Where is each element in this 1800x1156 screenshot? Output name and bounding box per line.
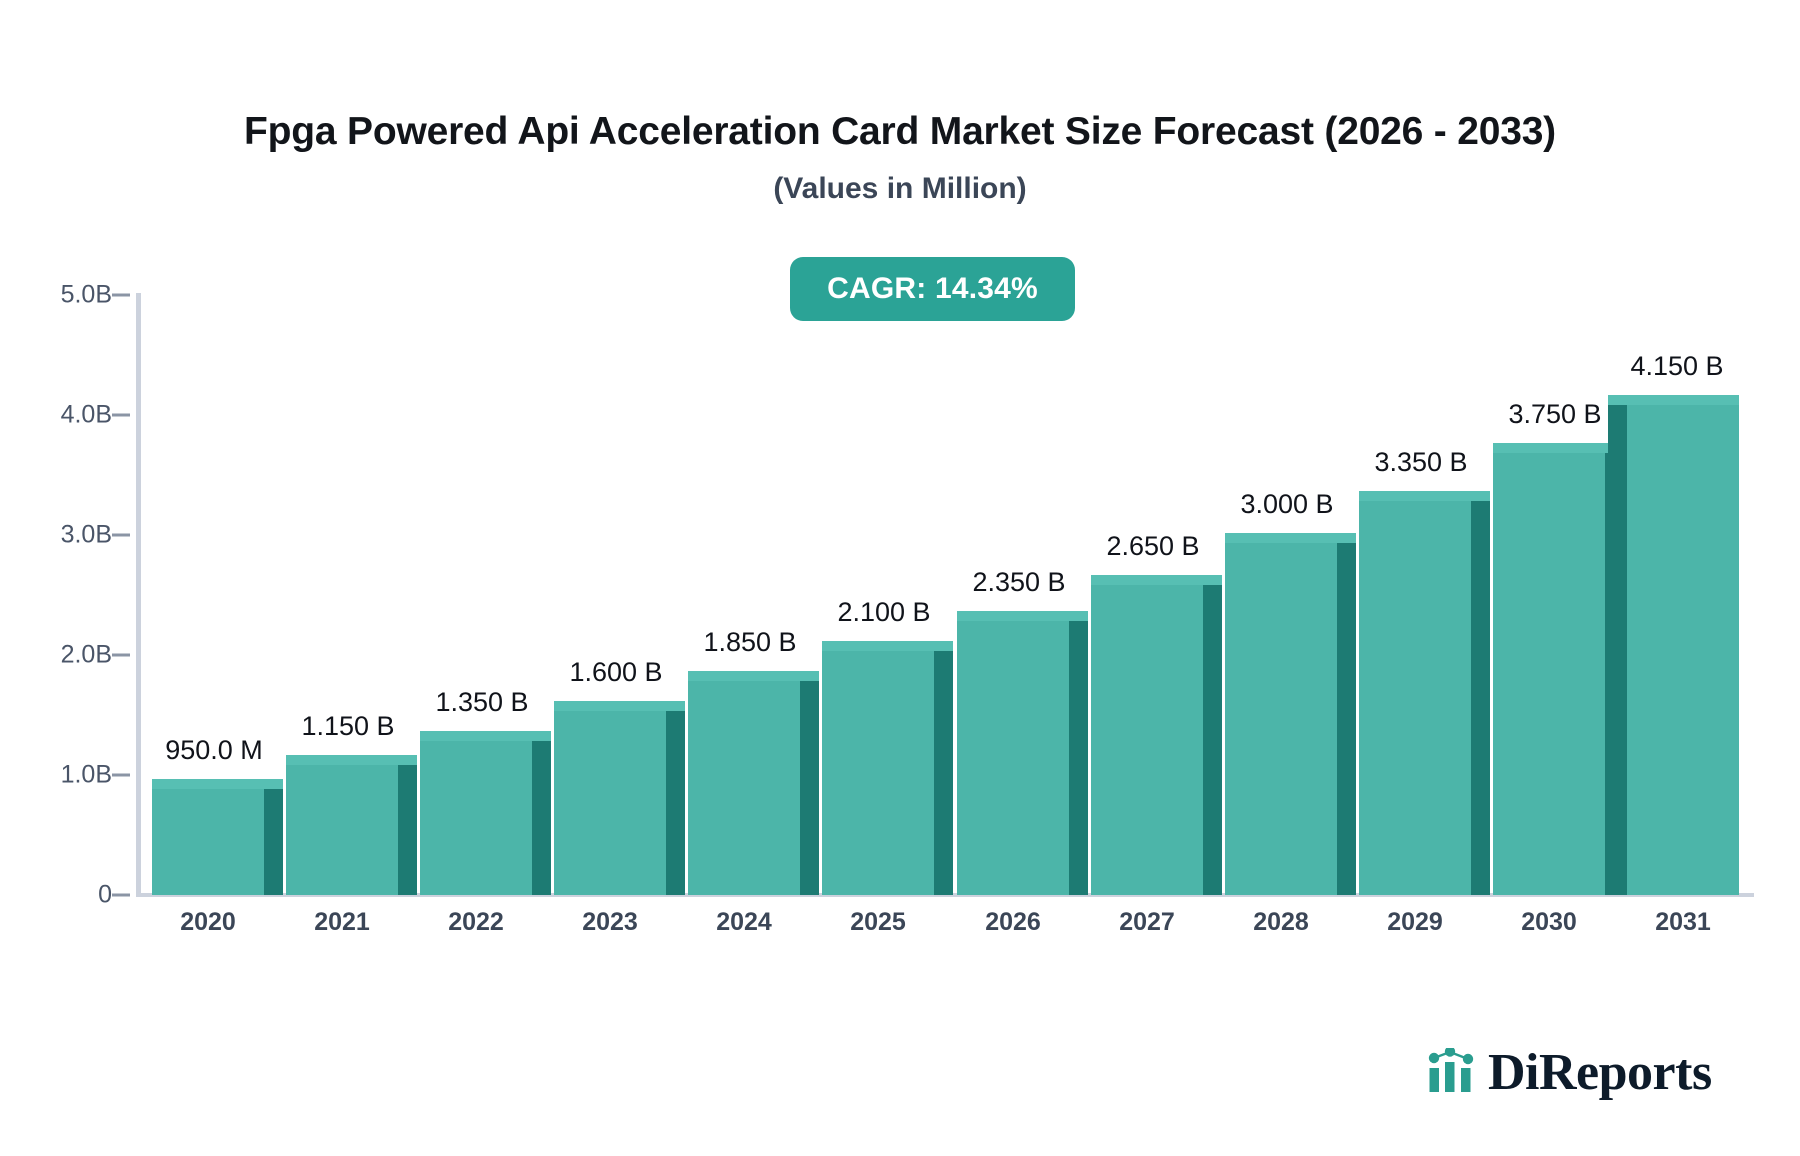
bar-chart-icon [1428,1045,1478,1099]
bar[interactable] [1608,395,1739,895]
x-axis-tick-label: 2022 [448,908,504,936]
x-axis-tick-label: 2029 [1387,908,1443,936]
bar-top-face [1493,443,1624,453]
x-axis-tick-label: 2020 [180,908,236,936]
x-axis-tick-label: 2030 [1521,908,1577,936]
bar[interactable] [420,731,551,895]
direports-logo: DiReports [1428,1042,1712,1104]
bar-value-label: 1.350 B [435,687,529,717]
bar-face [957,613,1069,895]
bar-face [554,703,666,895]
bar-value-label: 3.350 B [1374,447,1468,477]
y-axis-tick-mark [112,773,130,777]
bar-face [286,757,398,895]
page-subtitle: (Values in Million) [773,172,1027,205]
bar-side [532,733,551,895]
bar-value-label: 1.600 B [569,657,663,687]
bar-top-face [688,671,819,681]
bar-side [1608,397,1627,895]
x-axis-tick-label: 2031 [1655,908,1711,936]
bar-top-face [554,701,685,711]
x-axis-tick-label: 2024 [716,908,772,936]
logo-wordmark: DiReports [1488,1044,1712,1101]
bar-value-label: 2.350 B [972,567,1066,597]
bar[interactable] [1493,443,1624,895]
y-axis-tick-mark [112,293,130,297]
x-axis-tick-label: 2021 [314,908,370,936]
bar-face [420,733,532,895]
y-axis-tick-mark [112,413,130,417]
bar[interactable] [957,611,1088,895]
bar-top-face [420,731,551,741]
bar-value-label: 4.150 B [1630,351,1724,381]
bar-top-face [957,611,1088,621]
y-axis-tick-label: 5.0B [60,280,112,309]
bar-face [1493,445,1605,895]
bar-top-face [1608,395,1739,405]
y-axis-tick-mark [112,893,130,897]
bar-top-face [1091,575,1222,585]
bar[interactable] [152,779,283,895]
cagr-badge-label: CAGR: 14.34% [827,272,1038,305]
bar[interactable] [688,671,819,895]
bar-face [1359,493,1471,895]
bar-face [1225,535,1337,895]
x-axis-tick-label: 2026 [985,908,1041,936]
page-title: Fpga Powered Api Acceleration Card Marke… [244,110,1556,153]
bar-top-face [822,641,953,651]
bar-side [1069,613,1088,895]
bar-face [822,643,934,895]
bar-side [1471,493,1490,895]
bar-value-label: 1.850 B [703,627,797,657]
bar-side [666,703,685,895]
bar-value-label: 950.0 M [165,735,263,765]
bar[interactable] [1359,491,1490,895]
bar-value-label: 2.650 B [1106,531,1200,561]
bar[interactable] [286,755,417,895]
bar-top-face [1225,533,1356,543]
bar-side [264,781,283,895]
y-axis-tick-label: 3.0B [60,520,112,549]
bar-value-label: 3.750 B [1508,399,1602,429]
bar-face [688,673,800,895]
bar-side [1337,535,1356,895]
y-axis-tick-label: 0 [98,880,112,909]
y-axis-tick-mark [112,653,130,657]
x-axis-line [136,893,1754,897]
bar-face [1627,397,1739,895]
bar-side [1203,577,1222,895]
bar-value-label: 2.100 B [837,597,931,627]
x-axis-tick-label: 2025 [850,908,906,936]
x-axis-tick-label: 2027 [1119,908,1175,936]
x-axis-tick-label: 2023 [582,908,638,936]
cagr-badge: CAGR: 14.34% [790,257,1075,321]
bar-face [152,781,264,895]
bar-top-face [152,779,283,789]
y-axis-line [136,293,141,895]
y-axis-tick-mark [112,533,130,537]
bar-top-face [1359,491,1490,501]
bar-value-label: 1.150 B [301,711,395,741]
bar-face [1091,577,1203,895]
bar[interactable] [1091,575,1222,895]
y-axis-tick-label: 1.0B [60,760,112,789]
bar[interactable] [1225,533,1356,895]
bar[interactable] [554,701,685,895]
bar[interactable] [822,641,953,895]
y-axis-tick-label: 2.0B [60,640,112,669]
x-axis-tick-label: 2028 [1253,908,1309,936]
bar-side [800,673,819,895]
bar-side [398,757,417,895]
bar-value-label: 3.000 B [1240,489,1334,519]
bar-side [934,643,953,895]
y-axis-tick-label: 4.0B [60,400,112,429]
bar-top-face [286,755,417,765]
